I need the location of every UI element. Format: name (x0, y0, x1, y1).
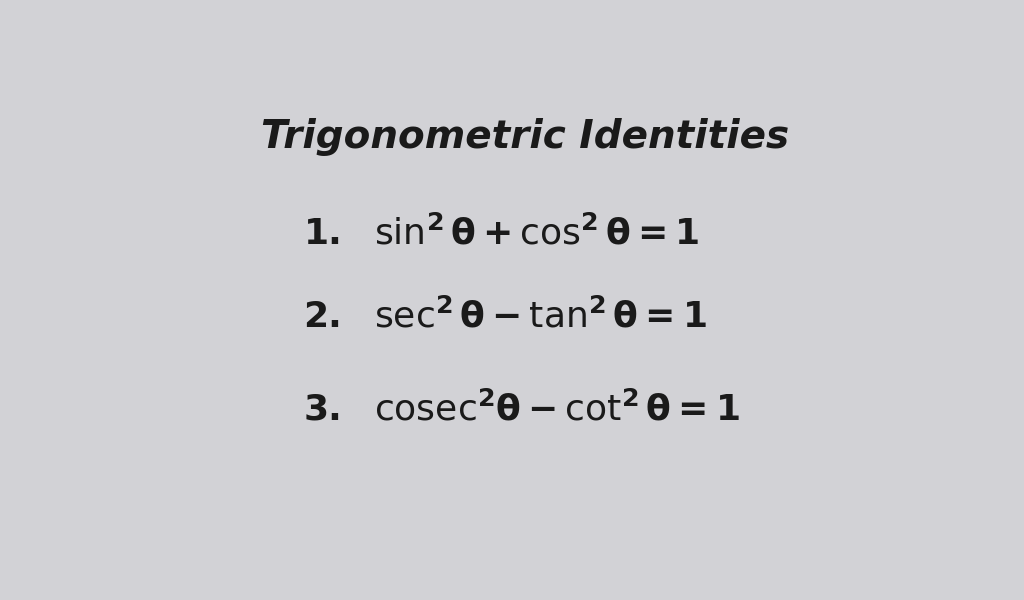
Text: $\mathbf{\sec^2\theta - \tan^2\theta = 1}$: $\mathbf{\sec^2\theta - \tan^2\theta = 1… (374, 299, 707, 335)
Text: 2.: 2. (303, 300, 342, 334)
Text: 3.: 3. (303, 392, 342, 426)
Text: $\mathbf{\mathrm{cosec}^2\theta - \cot^2\theta = 1}$: $\mathbf{\mathrm{cosec}^2\theta - \cot^2… (374, 391, 739, 427)
Text: Trigonometric Identities: Trigonometric Identities (261, 118, 788, 155)
Text: 1.: 1. (303, 217, 342, 251)
Text: $\mathbf{\sin^2\theta + \cos^2\theta = 1}$: $\mathbf{\sin^2\theta + \cos^2\theta = 1… (374, 215, 699, 252)
